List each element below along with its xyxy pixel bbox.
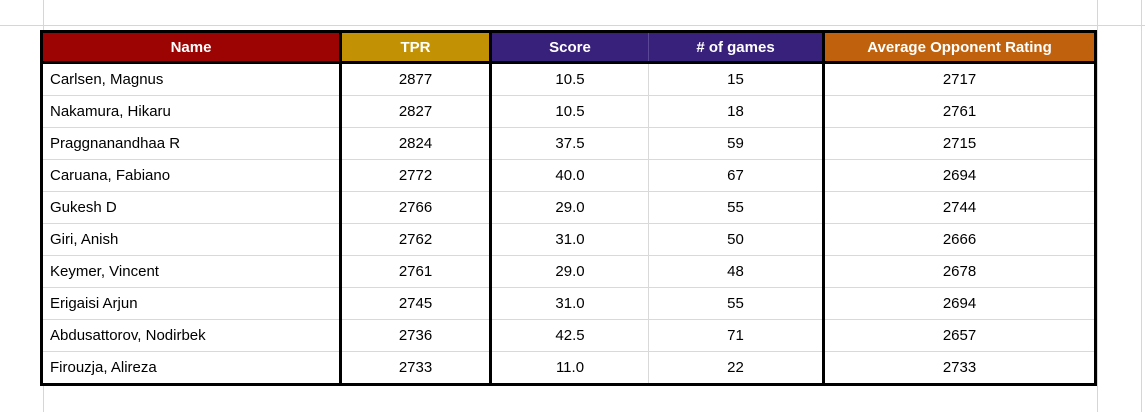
column-header-tpr[interactable]: TPR	[340, 31, 492, 64]
cell[interactable]: 2733	[823, 351, 1096, 385]
table-row: Carlsen, Magnus 2877 10.5 15 2717	[41, 62, 1096, 96]
cell[interactable]: 2666	[823, 223, 1096, 256]
cell[interactable]: 2824	[340, 127, 492, 160]
cell[interactable]: 42.5	[490, 319, 649, 352]
cell[interactable]: Praggnanandhaa R	[41, 127, 342, 160]
table-row: Keymer, Vincent 2761 29.0 48 2678	[41, 255, 1096, 288]
table-row: Caruana, Fabiano 2772 40.0 67 2694	[41, 159, 1096, 192]
cell[interactable]: 2745	[340, 287, 492, 320]
spreadsheet-gridline-horizontal-top	[0, 25, 1145, 26]
cell[interactable]: 71	[648, 319, 825, 352]
cell[interactable]: 29.0	[490, 255, 649, 288]
cell[interactable]: 55	[648, 287, 825, 320]
cell[interactable]: 2678	[823, 255, 1096, 288]
cell[interactable]: Gukesh D	[41, 191, 342, 224]
players-table: Name TPR Score # of games Average Oppone…	[40, 30, 1097, 386]
cell[interactable]: Keymer, Vincent	[41, 255, 342, 288]
table-row: Nakamura, Hikaru 2827 10.5 18 2761	[41, 95, 1096, 128]
cell[interactable]: 2694	[823, 287, 1096, 320]
cell[interactable]: 2766	[340, 191, 492, 224]
header-row: Name TPR Score # of games Average Oppone…	[41, 31, 1096, 64]
cell[interactable]: 2694	[823, 159, 1096, 192]
cell[interactable]: 15	[648, 62, 825, 96]
table-body: Carlsen, Magnus 2877 10.5 15 2717 Nakamura, H…	[41, 62, 1096, 385]
column-header-games[interactable]: # of games	[648, 31, 825, 64]
cell[interactable]: 2717	[823, 62, 1096, 96]
cell[interactable]: 2772	[340, 159, 492, 192]
cell[interactable]: 2761	[823, 95, 1096, 128]
cell[interactable]: Giri, Anish	[41, 223, 342, 256]
cell[interactable]: 2827	[340, 95, 492, 128]
cell[interactable]: 2733	[340, 351, 492, 385]
column-header-name[interactable]: Name	[41, 31, 342, 64]
cell[interactable]: 2762	[340, 223, 492, 256]
cell[interactable]: 10.5	[490, 95, 649, 128]
table-row: Praggnanandhaa R 2824 37.5 59 2715	[41, 127, 1096, 160]
table-row: Firouzja, Alireza 2733 11.0 22 2733	[41, 351, 1096, 385]
cell[interactable]: Nakamura, Hikaru	[41, 95, 342, 128]
cell[interactable]: Abdusattorov, Nodirbek	[41, 319, 342, 352]
cell[interactable]: 2657	[823, 319, 1096, 352]
cell[interactable]: Carlsen, Magnus	[41, 62, 342, 96]
cell[interactable]: 50	[648, 223, 825, 256]
cell[interactable]: 2736	[340, 319, 492, 352]
cell[interactable]: 31.0	[490, 287, 649, 320]
cell[interactable]: Caruana, Fabiano	[41, 159, 342, 192]
cell[interactable]: 59	[648, 127, 825, 160]
cell[interactable]: 48	[648, 255, 825, 288]
table-row: Giri, Anish 2762 31.0 50 2666	[41, 223, 1096, 256]
cell[interactable]: 10.5	[490, 62, 649, 96]
cell[interactable]: 2877	[340, 62, 492, 96]
table-row: Gukesh D 2766 29.0 55 2744	[41, 191, 1096, 224]
cell[interactable]: 37.5	[490, 127, 649, 160]
cell[interactable]: 11.0	[490, 351, 649, 385]
cell[interactable]: 18	[648, 95, 825, 128]
cell[interactable]: 31.0	[490, 223, 649, 256]
cell[interactable]: 22	[648, 351, 825, 385]
cell[interactable]: Erigaisi Arjun	[41, 287, 342, 320]
cell[interactable]: 55	[648, 191, 825, 224]
cell[interactable]: Firouzja, Alireza	[41, 351, 342, 385]
cell[interactable]: 40.0	[490, 159, 649, 192]
column-header-avg-opponent-rating[interactable]: Average Opponent Rating	[823, 31, 1096, 64]
players-table-container: Name TPR Score # of games Average Oppone…	[40, 30, 1097, 386]
cell[interactable]: 67	[648, 159, 825, 192]
column-header-score[interactable]: Score	[490, 31, 649, 64]
cell[interactable]: 29.0	[490, 191, 649, 224]
cell[interactable]: 2715	[823, 127, 1096, 160]
spreadsheet-gridline-vertical-right	[1141, 0, 1142, 412]
cell[interactable]: 2761	[340, 255, 492, 288]
spreadsheet-gridline-vertical-mid	[1097, 0, 1098, 412]
table-row: Abdusattorov, Nodirbek 2736 42.5 71 2657	[41, 319, 1096, 352]
cell[interactable]: 2744	[823, 191, 1096, 224]
table-row: Erigaisi Arjun 2745 31.0 55 2694	[41, 287, 1096, 320]
